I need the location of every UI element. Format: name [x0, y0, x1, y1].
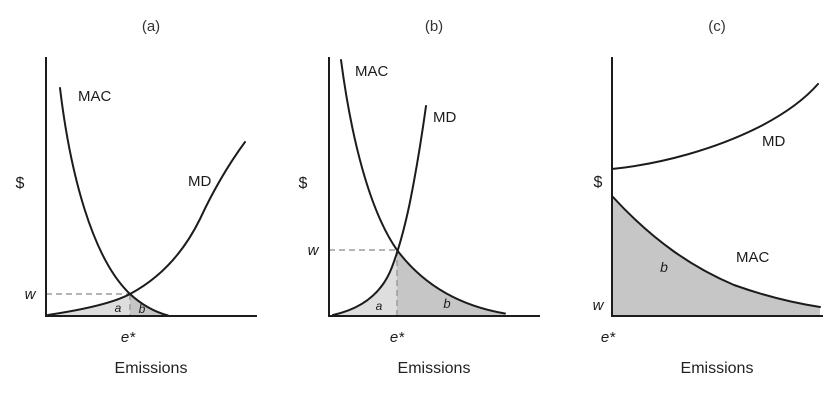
axes: [45, 57, 257, 317]
y-axis-label: $: [594, 174, 603, 191]
area-a-label: a: [115, 301, 122, 315]
panel-a-x-axis-caption: Emissions: [114, 360, 188, 377]
panel-c-x-axis-caption: Emissions: [680, 360, 754, 377]
mac-curve-label: MAC: [736, 249, 770, 266]
mac-curve-label: MAC: [78, 88, 112, 105]
w-label: w: [593, 297, 605, 314]
axes: [611, 57, 823, 317]
md-curve: [611, 83, 819, 170]
area-b-label: b: [443, 296, 450, 311]
panel-a: (a) $ MAC MD w a b e* Emissions: [0, 6, 272, 408]
mac-curve: [59, 87, 169, 317]
area-a-label: a: [376, 299, 383, 313]
panel-c-plot: $ MAC MD b w e*: [593, 57, 823, 346]
axes: [328, 57, 540, 317]
area-b-region: [397, 250, 505, 316]
md-curve-label: MD: [433, 109, 456, 126]
area-b-label: b: [660, 259, 668, 275]
e-star-label: e*: [390, 329, 405, 346]
md-curve-label: MD: [188, 173, 211, 190]
area-a-region: [335, 250, 397, 316]
area-b-region: [612, 196, 820, 316]
panel-a-title: (a): [141, 18, 161, 35]
panel-b: (b) $ MAC MD w a b e* Emissions: [283, 6, 555, 408]
panel-c-title: (c): [708, 18, 726, 35]
panel-b-title: (b): [424, 18, 444, 35]
y-axis-label: $: [299, 175, 308, 192]
mac-curve: [611, 195, 821, 308]
panel-b-x-axis-caption: Emissions: [397, 360, 471, 377]
md-curve-label: MD: [762, 133, 785, 150]
e-star-label: e*: [121, 329, 136, 346]
md-curve: [47, 141, 246, 316]
panel-c: (c) $ MAC MD b w e* Emissions: [566, 6, 838, 408]
panel-a-plot: $ MAC MD w a b e*: [16, 57, 257, 346]
area-b-region: [130, 294, 168, 316]
e-star-label: e*: [601, 329, 616, 346]
mac-curve-label: MAC: [355, 63, 389, 80]
panel-b-plot: $ MAC MD w a b e*: [299, 57, 540, 346]
area-b-label: b: [139, 302, 146, 316]
w-label: w: [25, 286, 37, 303]
md-curve: [332, 105, 427, 316]
area-a-region: [58, 294, 130, 316]
mac-curve: [340, 59, 506, 315]
w-label: w: [308, 242, 320, 259]
y-axis-label: $: [16, 175, 25, 192]
